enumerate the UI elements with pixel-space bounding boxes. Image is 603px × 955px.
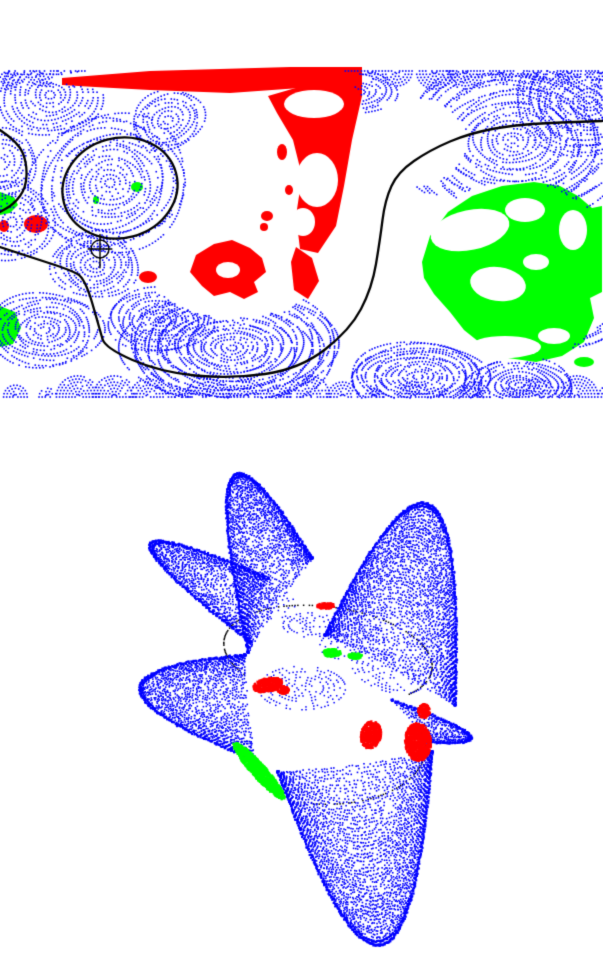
- field-line-plot-canvas: [0, 0, 603, 955]
- field-line-figure: [0, 0, 603, 955]
